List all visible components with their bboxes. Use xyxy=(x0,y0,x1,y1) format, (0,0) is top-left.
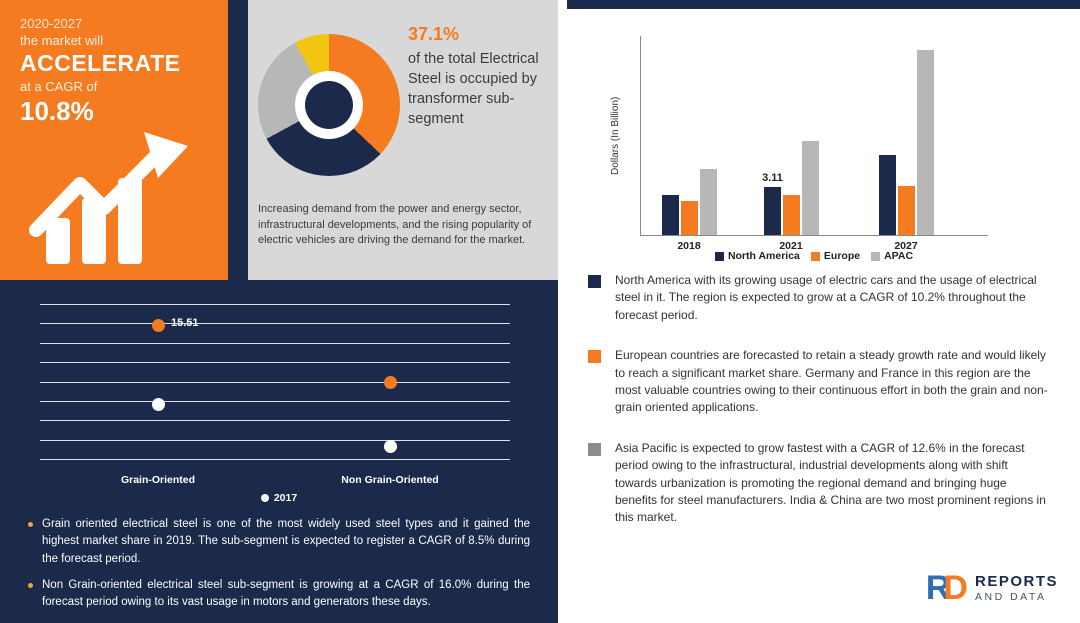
donut-hole xyxy=(295,71,363,139)
legend-swatch-icon xyxy=(871,251,881,261)
data-point xyxy=(152,319,165,333)
legend-swatch-icon xyxy=(714,251,724,261)
regional-bullet-list: North America with its growing usage of … xyxy=(588,272,1050,527)
bullet-text: North America with its growing usage of … xyxy=(615,273,1037,322)
legend-label: North America xyxy=(727,250,800,262)
logo-letter-d: D xyxy=(943,569,968,607)
gridline xyxy=(40,323,510,325)
legend-label: Europe xyxy=(823,250,861,262)
data-point xyxy=(384,375,397,389)
category-label: 2021 xyxy=(779,240,803,252)
promo-line-2: at a CAGR of xyxy=(20,79,98,94)
reports-and-data-logo: R D REPORTS AND DATA xyxy=(926,571,1058,605)
donut-chart xyxy=(258,34,400,176)
region-bullet: Asia Pacific is expected to grow fastest… xyxy=(588,440,1050,527)
gridline xyxy=(40,420,510,422)
bar-chart-y-axis-label: Dollars (In Billion) xyxy=(610,96,621,176)
promo-emphasis: ACCELERATE xyxy=(20,50,181,76)
bar-north-america-2027 xyxy=(879,155,896,235)
bullet-swatch-icon xyxy=(588,275,601,288)
gridline xyxy=(40,439,510,441)
category-label: Non Grain-Oriented xyxy=(341,474,439,486)
donut-stat-description: of the total Electrical Steel is occupie… xyxy=(408,51,539,127)
bar-apac-2021 xyxy=(802,141,819,235)
bar-chart-legend: North America Europe APAC xyxy=(640,250,988,262)
gridline xyxy=(40,362,510,364)
donut-panel: 37.1% of the total Electrical Steel is o… xyxy=(248,0,558,280)
legend-item: APAC xyxy=(871,250,913,262)
legend-label: APAC xyxy=(884,250,914,262)
logo-text: REPORTS AND DATA xyxy=(975,573,1058,602)
bullet-item: Non Grain-oriented electrical steel sub-… xyxy=(28,577,530,612)
grain-segment-panel: 15.51 Grain-Oriented Non Grain-Oriented 2… xyxy=(0,280,558,623)
gridline xyxy=(40,459,510,460)
bar-europe-2018 xyxy=(681,201,698,235)
bullet-text: Asia Pacific is expected to grow fastest… xyxy=(615,440,1046,525)
bar-europe-2027 xyxy=(898,185,915,235)
bar-north-america-2021 xyxy=(764,187,781,235)
promo-line-1: the market will xyxy=(20,33,104,48)
data-point xyxy=(384,440,397,454)
gridline xyxy=(40,342,510,344)
grouped-bar-chart: 2018 2021 2027 3.11 xyxy=(640,36,988,252)
data-point xyxy=(152,397,165,411)
point-value-label: 15.51 xyxy=(171,317,199,330)
growth-arrow-icon xyxy=(29,132,188,264)
promo-period: 2020-2027 xyxy=(20,16,83,31)
bar-apac-2018 xyxy=(700,168,717,235)
lollipop-legend: 2017 xyxy=(0,492,558,504)
bullet-swatch-icon xyxy=(588,442,601,456)
grain-bullet-list: Grain oriented electrical steel is one o… xyxy=(28,516,530,611)
logo-line-1: REPORTS xyxy=(974,573,1058,591)
gridline xyxy=(40,400,510,402)
bullet-text: Non Grain-oriented electrical steel sub-… xyxy=(42,578,530,608)
region-bullet: North America with its growing usage of … xyxy=(588,272,1050,324)
lollipop-x-axis: Grain-Oriented Non Grain-Oriented xyxy=(40,474,510,488)
bullet-swatch-icon xyxy=(588,350,601,364)
donut-stat: 37.1% xyxy=(408,24,460,44)
legend-label: 2017 xyxy=(273,492,298,504)
bar-north-america-2018 xyxy=(662,195,679,235)
bullet-item: Grain oriented electrical steel is one o… xyxy=(28,516,530,568)
region-bullet: European countries are forecasted to ret… xyxy=(588,347,1050,417)
legend-item: Europe xyxy=(810,250,861,262)
category-label: 2018 xyxy=(677,240,701,252)
bullet-marker-icon xyxy=(28,522,33,527)
bullet-marker-icon xyxy=(28,582,33,588)
lollipop-chart: 15.51 xyxy=(40,304,510,460)
gridline xyxy=(40,304,510,305)
logo-mark-icon: R D xyxy=(926,571,968,605)
bar-apac-2027 xyxy=(917,50,934,235)
divider-strip xyxy=(228,0,248,280)
promo-cagr-value: 10.8% xyxy=(20,96,94,126)
donut-caption: 37.1% of the total Electrical Steel is o… xyxy=(408,24,546,129)
cagr-promo-panel: 2020-2027 the market will ACCELERATE at … xyxy=(0,0,228,280)
logo-line-2: AND DATA xyxy=(974,590,1047,603)
legend-dot-icon xyxy=(260,494,269,503)
donut-center-circle xyxy=(305,81,353,129)
category-label: 2027 xyxy=(894,240,918,252)
bar-europe-2021 xyxy=(783,195,800,235)
gridline xyxy=(40,381,510,383)
bar-value-label: 3.11 xyxy=(762,172,783,185)
logo-letter-r: R xyxy=(925,569,951,607)
bullet-text: European countries are forecasted to ret… xyxy=(615,348,1048,415)
category-label: Grain-Oriented xyxy=(120,474,196,486)
legend-swatch-icon xyxy=(810,251,820,261)
top-accent-stripe xyxy=(567,0,1080,9)
regional-panel: Dollars (In Billion) 2018 2021 2027 3.11 No… xyxy=(558,0,1080,623)
bullet-text: Grain oriented electrical steel is one o… xyxy=(42,518,530,565)
legend-item: North America xyxy=(714,250,800,262)
demand-paragraph: Increasing demand from the power and ene… xyxy=(258,203,532,247)
